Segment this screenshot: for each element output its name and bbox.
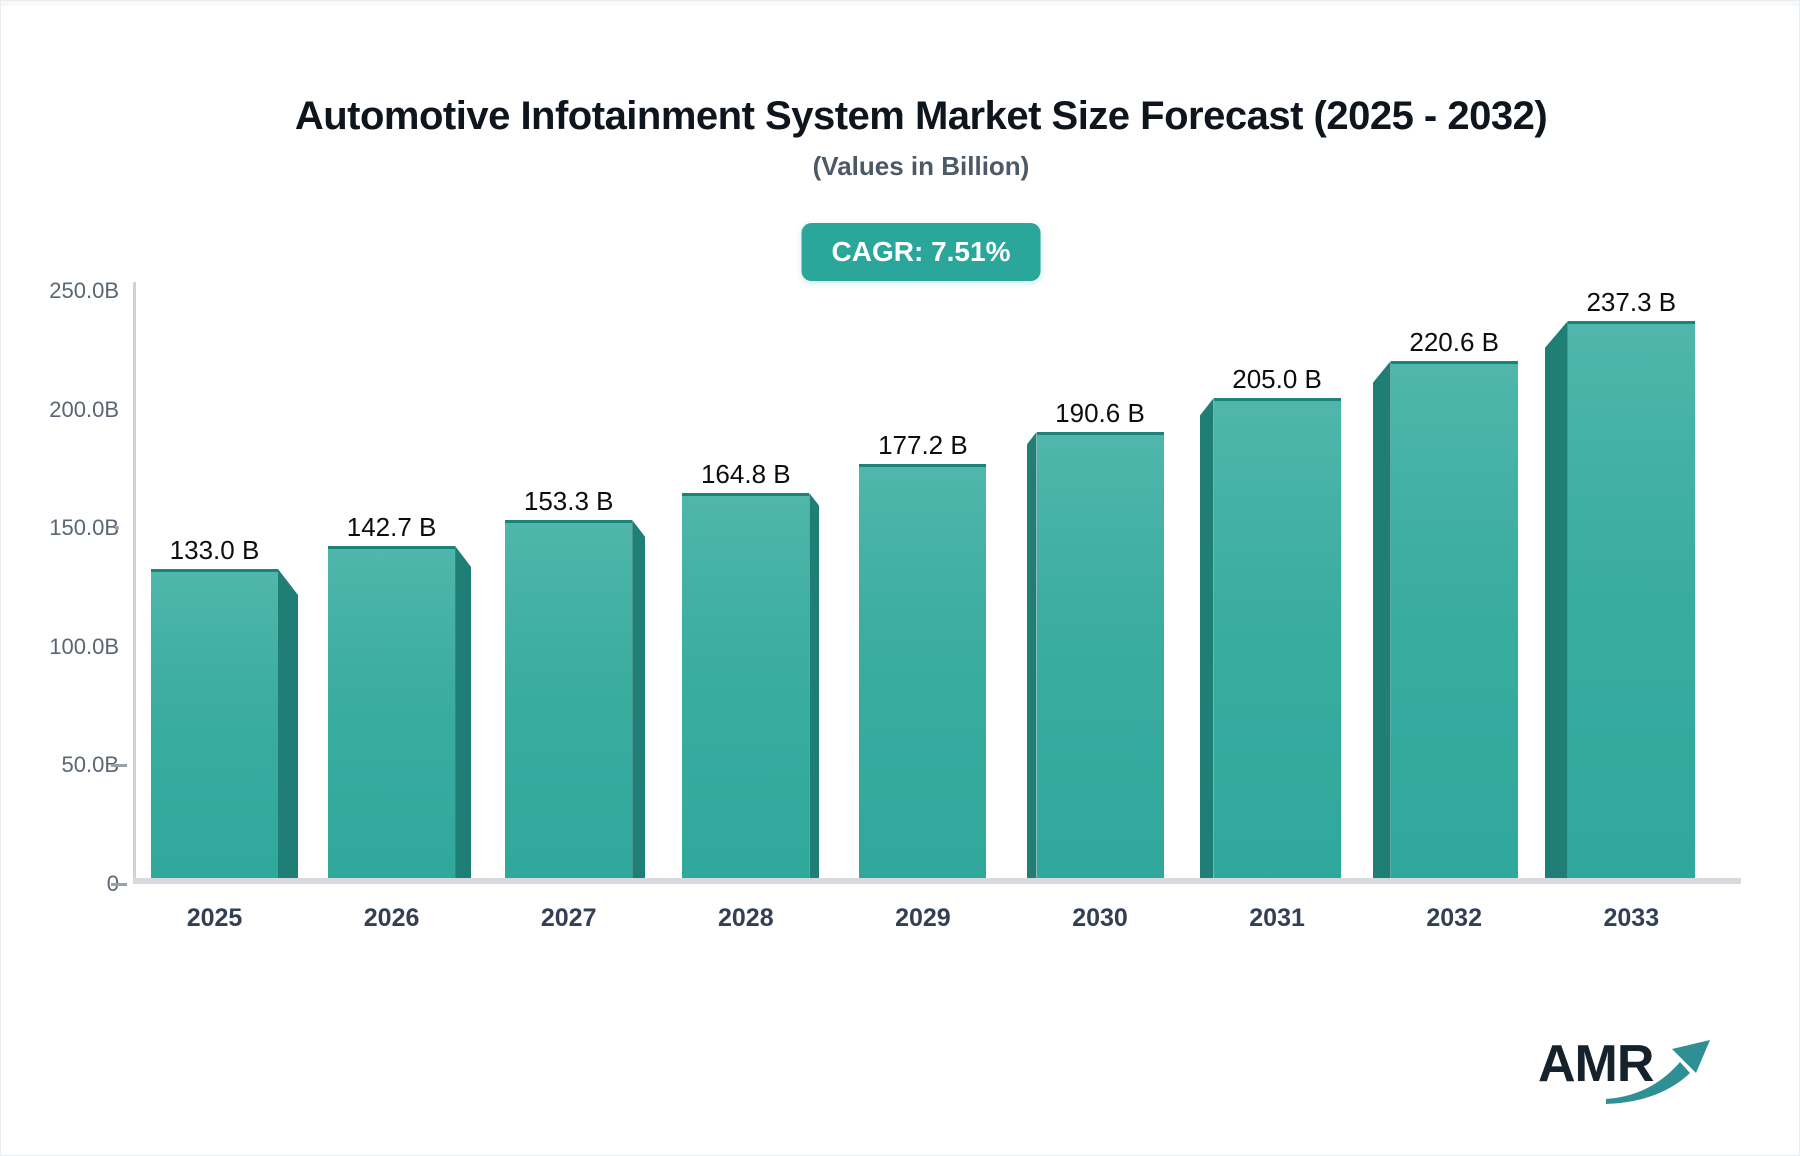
bar-value-label: 237.3 B xyxy=(1586,287,1677,317)
y-axis-tick-dot xyxy=(115,526,119,531)
bar-2032: 220.6 B xyxy=(1372,327,1518,884)
x-axis-label-2027: 2027 xyxy=(540,904,597,932)
amr-logo-text: AMR xyxy=(1538,1035,1654,1093)
bar-2028: 164.8 B xyxy=(682,459,820,884)
x-axis-label-2026: 2026 xyxy=(363,904,420,932)
bar-2031: 205.0 B xyxy=(1199,364,1341,884)
y-axis-tick-mark xyxy=(111,764,127,768)
bar-side-face xyxy=(1026,432,1037,884)
x-axis-label-2031: 2031 xyxy=(1249,904,1305,932)
bar-side-face xyxy=(632,520,646,884)
amr-logo: AMR xyxy=(1538,1034,1710,1104)
bar-value-label: 133.0 B xyxy=(169,535,260,565)
y-axis-label-250.0B: 250.0B xyxy=(49,278,119,303)
x-axis-label-2028: 2028 xyxy=(717,904,774,932)
bar-value-label: 164.8 B xyxy=(700,459,791,489)
y-axis-label-150.0B: 150.0B xyxy=(49,515,119,541)
bar-value-label: 220.6 B xyxy=(1409,327,1499,357)
bar-front-face xyxy=(151,569,278,884)
bar-2026: 142.7 B xyxy=(328,512,472,884)
bar-value-label: 190.6 B xyxy=(1055,398,1145,428)
page-top-strip xyxy=(1,1,1799,6)
bar-2030: 190.6 B xyxy=(1026,398,1164,884)
bar-front-face xyxy=(1390,361,1518,884)
bar-value-label: 153.3 B xyxy=(523,486,614,516)
y-axis-tick-mark xyxy=(111,883,127,886)
bar-front-face xyxy=(505,520,633,884)
x-axis-label-2029: 2029 xyxy=(895,904,951,932)
x-axis-label-2030: 2030 xyxy=(1072,904,1128,932)
bar-side-face xyxy=(455,546,472,884)
bar-value-label: 205.0 B xyxy=(1232,364,1322,394)
bar-side-face xyxy=(1544,321,1568,884)
cagr-badge: CAGR: 7.51% xyxy=(801,223,1041,281)
bar-side-face xyxy=(278,569,298,884)
y-axis-label-200.0B: 200.0B xyxy=(49,396,119,422)
bar-side-face xyxy=(1199,398,1214,884)
chart-title: Automotive Infotainment System Market Si… xyxy=(294,94,1548,138)
y-axis-label-50.0B: 50.0B xyxy=(61,752,120,778)
bar-value-label: 177.2 B xyxy=(878,430,968,460)
bar-2027: 153.3 B xyxy=(505,486,646,884)
x-axis-label-2033: 2033 xyxy=(1603,904,1660,932)
bar-side-face xyxy=(1372,361,1391,884)
y-axis-label-0: 0 xyxy=(1,871,119,897)
chart-subtitle: (Values in Billion) xyxy=(812,151,1030,181)
bar-front-face xyxy=(328,546,456,884)
y-axis-label-100.0B: 100.0B xyxy=(49,633,119,659)
bar-2029: 177.2 B xyxy=(859,430,987,884)
bar-2025: 133.0 B xyxy=(151,535,298,884)
bar-front-face xyxy=(1567,321,1695,884)
bar-front-face xyxy=(1036,432,1164,884)
x-axis-baseline xyxy=(133,878,1741,884)
bar-2033: 237.3 B xyxy=(1544,287,1695,884)
bar-front-face xyxy=(1213,398,1341,884)
y-axis-line xyxy=(133,282,136,884)
x-axis-label-2025: 2025 xyxy=(186,904,243,932)
bar-value-label: 142.7 B xyxy=(346,512,437,542)
bar-front-face xyxy=(859,464,987,884)
bar-side-face xyxy=(809,493,820,884)
x-axis-label-2032: 2032 xyxy=(1426,904,1482,932)
bar-front-face xyxy=(682,493,810,884)
growth-arrow-icon xyxy=(1606,1040,1710,1104)
